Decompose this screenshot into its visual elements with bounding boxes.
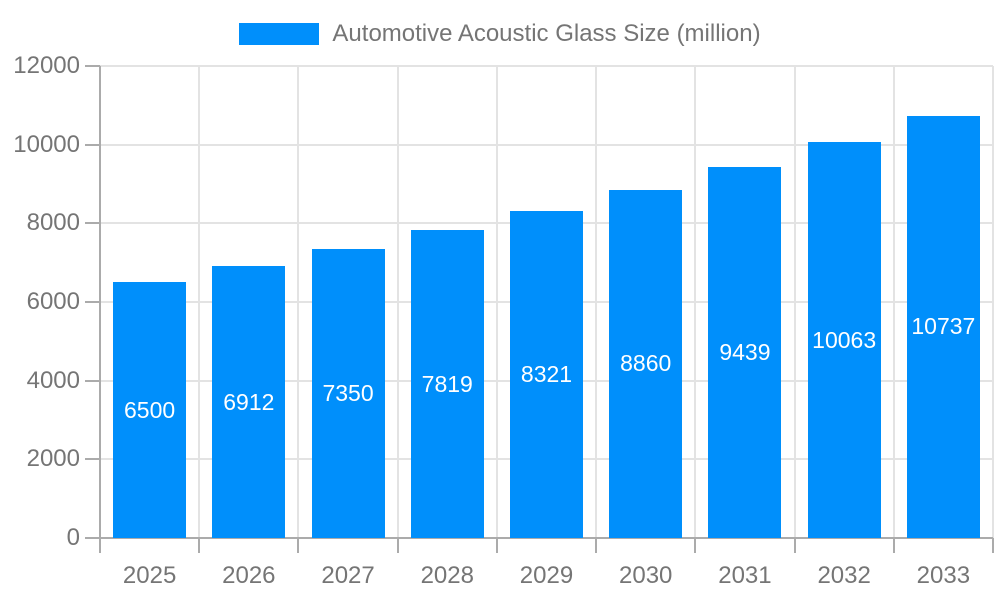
y-tick <box>85 143 100 146</box>
v-gridline <box>595 66 598 538</box>
y-tick <box>85 65 100 67</box>
y-axis-label: 8000 <box>26 209 80 237</box>
x-tick <box>297 538 300 553</box>
x-axis-line <box>85 537 993 539</box>
x-tick <box>198 538 201 553</box>
bar-value-label: 9439 <box>719 338 771 365</box>
v-gridline <box>793 66 796 538</box>
h-gridline <box>100 65 993 67</box>
y-axis-label: 2000 <box>26 445 80 473</box>
bar: 8860 <box>609 189 683 538</box>
v-gridline <box>892 66 895 538</box>
h-gridline <box>100 143 993 146</box>
v-gridline <box>992 66 994 538</box>
legend-label: Automotive Acoustic Glass Size (million) <box>332 20 761 47</box>
x-axis-label: 2026 <box>222 562 276 589</box>
bar: 10737 <box>906 115 980 538</box>
y-axis-label: 6000 <box>26 288 80 315</box>
y-tick <box>85 301 100 303</box>
bar: 7350 <box>311 248 385 538</box>
x-axis-label: 2025 <box>122 562 177 589</box>
bar: 10063 <box>807 142 881 538</box>
y-tick <box>85 222 100 225</box>
bar: 6500 <box>113 282 187 538</box>
bar: 9439 <box>708 166 782 538</box>
y-tick <box>85 458 100 461</box>
bar-value-label: 6500 <box>124 396 176 423</box>
x-tick <box>992 538 994 553</box>
v-gridline <box>396 66 399 538</box>
v-gridline <box>694 66 697 538</box>
y-axis-label: 0 <box>66 524 80 551</box>
y-tick <box>85 379 100 382</box>
x-axis-label: 2028 <box>420 562 474 589</box>
bar: 6912 <box>212 266 286 538</box>
y-axis-label: 10000 <box>13 130 80 158</box>
bar: 8321 <box>510 210 583 538</box>
x-tick <box>595 538 598 553</box>
x-axis-label: 2027 <box>321 562 375 589</box>
x-axis-label: 2033 <box>916 562 971 589</box>
legend-swatch <box>239 23 320 45</box>
x-axis-label: 2032 <box>817 562 871 589</box>
legend[interactable]: Automotive Acoustic Glass Size (million) <box>0 20 1000 48</box>
bar-value-label: 6912 <box>223 388 275 415</box>
bar-value-label: 7819 <box>421 370 473 397</box>
bar-value-label: 8860 <box>620 350 672 377</box>
bar-value-label: 10737 <box>911 313 976 340</box>
y-axis-line <box>99 66 101 553</box>
v-gridline <box>198 66 201 538</box>
x-tick <box>495 538 498 553</box>
bar-value-label: 7350 <box>322 379 374 406</box>
bar-value-label: 8321 <box>520 360 573 387</box>
x-axis-label: 2030 <box>619 562 673 589</box>
bar-value-label: 10063 <box>812 326 877 353</box>
v-gridline <box>297 66 300 538</box>
x-axis-label: 2029 <box>519 562 574 589</box>
y-tick <box>85 537 100 539</box>
plot-area: 0 2000 4000 6000 8000 10000 12000 2025 2026 2027 2… <box>13 52 994 589</box>
x-tick <box>892 538 895 553</box>
y-axis-label: 4000 <box>26 366 80 394</box>
x-axis-label: 2031 <box>718 562 772 589</box>
x-tick <box>396 538 399 553</box>
x-tick <box>793 538 796 553</box>
bar: 7819 <box>410 230 484 538</box>
x-tick <box>694 538 697 553</box>
y-axis-label: 12000 <box>13 52 80 79</box>
x-tick <box>99 538 101 553</box>
v-gridline <box>495 66 498 538</box>
